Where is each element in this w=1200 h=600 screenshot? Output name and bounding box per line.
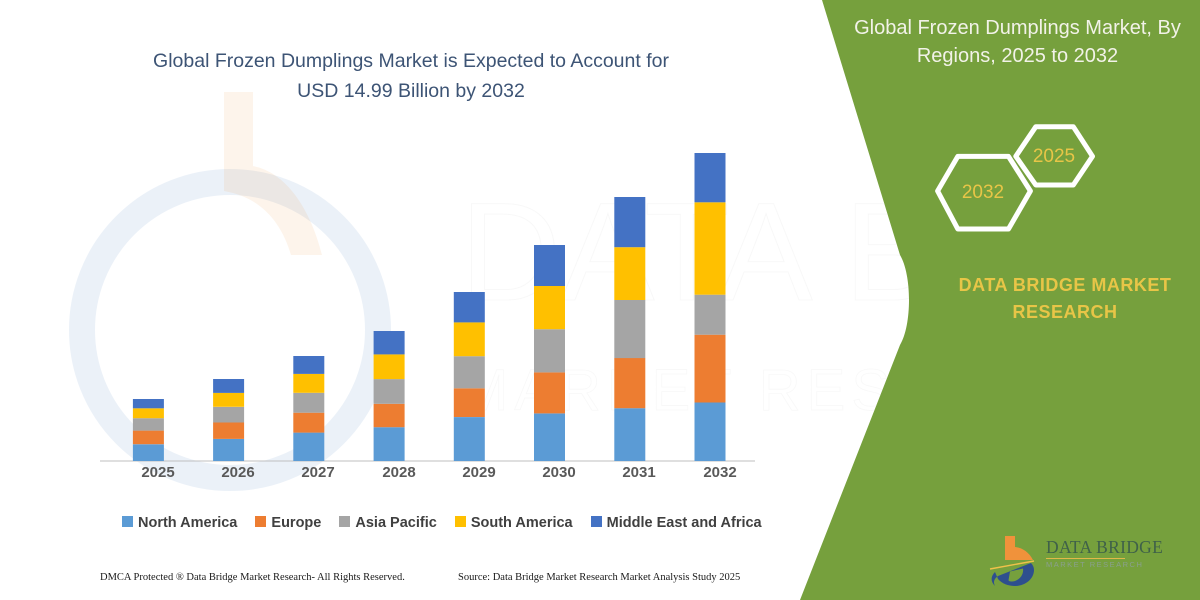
svg-text:DATA BRIDGE: DATA BRIDGE [1046,537,1163,557]
svg-text:2025: 2025 [1033,146,1075,167]
svg-text:MARKET RESEARCH: MARKET RESEARCH [1046,560,1143,569]
svg-text:2032: 2032 [962,182,1004,203]
